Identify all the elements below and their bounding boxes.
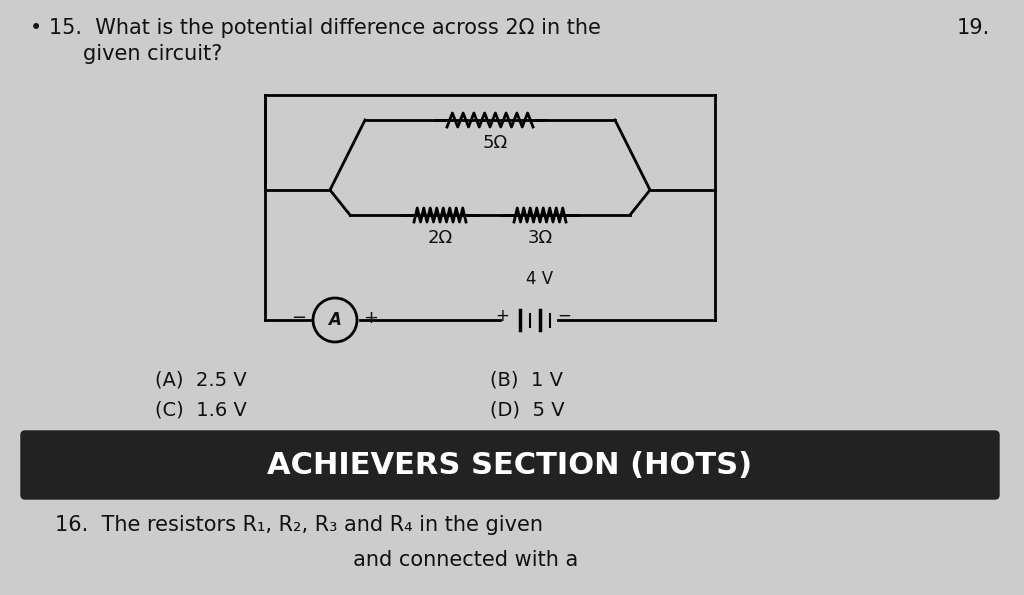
Text: 2Ω: 2Ω — [427, 229, 453, 247]
Text: −: − — [557, 307, 571, 325]
Text: (C)  1.6 V: (C) 1.6 V — [155, 400, 247, 419]
Text: (D)  5 V: (D) 5 V — [490, 400, 564, 419]
Text: A: A — [329, 311, 341, 329]
Text: 5Ω: 5Ω — [482, 134, 508, 152]
Text: • 15.  What is the potential difference across 2Ω in the: • 15. What is the potential difference a… — [30, 18, 601, 38]
Text: and connected with a: and connected with a — [55, 550, 579, 570]
Text: 16.  The resistors R₁, R₂, R₃ and R₄ in the given: 16. The resistors R₁, R₂, R₃ and R₄ in t… — [55, 515, 543, 535]
Text: 4 V: 4 V — [526, 270, 554, 288]
Text: 19.: 19. — [956, 18, 990, 38]
Text: ACHIEVERS SECTION (HOTS): ACHIEVERS SECTION (HOTS) — [267, 450, 753, 480]
Text: given circuit?: given circuit? — [30, 44, 222, 64]
Text: +: + — [364, 309, 379, 327]
FancyBboxPatch shape — [22, 431, 999, 499]
Text: −: − — [292, 309, 306, 327]
Text: (A)  2.5 V: (A) 2.5 V — [155, 370, 247, 389]
Text: (B)  1 V: (B) 1 V — [490, 370, 563, 389]
Text: 3Ω: 3Ω — [527, 229, 553, 247]
Text: +: + — [495, 307, 509, 325]
